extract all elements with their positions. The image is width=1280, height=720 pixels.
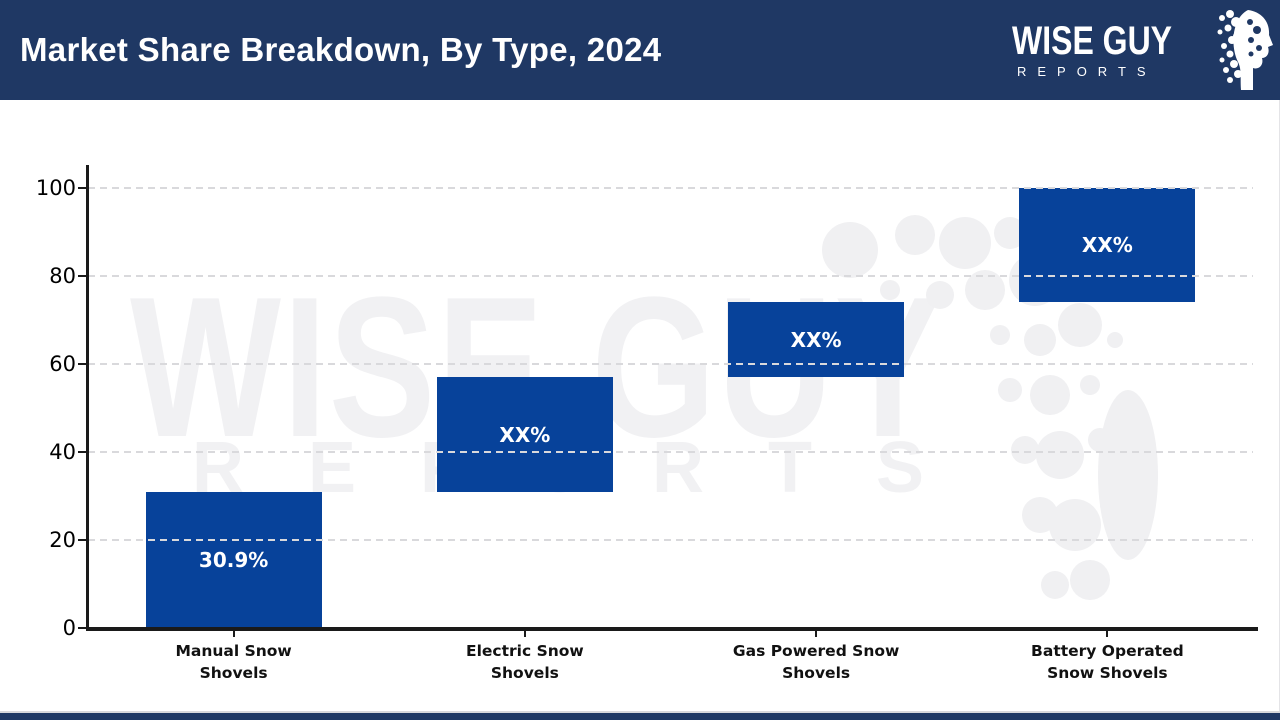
gridline-60 [88,363,1253,365]
y-tick-label-80: 80 [49,264,76,288]
wiseguy-logo: WISE GUY REPORTS [1012,6,1274,94]
logo-wordmark: WISE GUY [1011,19,1172,63]
page-title: Market Share Breakdown, By Type, 2024 [20,31,662,68]
x-category-label-3: Battery Operated Snow Shovels [957,641,1257,684]
x-tick-0 [232,630,235,637]
gridline-80 [88,275,1253,277]
y-tick-label-60: 60 [49,352,76,376]
x-category-label-line: Manual Snow [175,642,292,660]
gridline-40 [88,451,1253,453]
bar-value-label: XX% [1081,233,1133,258]
footer-divider [0,711,1280,713]
x-category-label-2: Gas Powered Snow Shovels [666,641,966,684]
x-tick-2 [815,630,818,637]
y-tick-label-100: 100 [35,176,76,200]
bar-value-label: XX% [790,327,842,352]
y-tick-40 [78,451,87,453]
logo-text: WISE GUY REPORTS [1012,21,1212,79]
x-axis-line [86,627,1258,631]
bar-1: XX% [436,377,613,493]
x-category-label-line: Electric Snow [466,642,584,660]
y-tick-0 [78,627,87,629]
bar-0: 30.9% [145,492,322,628]
x-category-label-line: Shovels [782,663,851,682]
x-category-label-line: Battery Operated [1031,642,1184,660]
x-tick-3 [1106,630,1109,637]
logo-subtext: REPORTS [1016,64,1157,79]
bar-value-label: 30.9% [198,548,269,572]
y-tick-20 [78,539,87,541]
y-tick-label-40: 40 [49,440,76,464]
bar-3: XX% [1019,188,1196,303]
x-tick-1 [523,630,526,637]
gridline-100 [88,187,1253,189]
y-tick-label-0: 0 [62,616,76,640]
x-category-label-1: Electric Snow Shovels [375,641,675,684]
x-category-label-line: Shovels [490,663,559,682]
x-category-label-line: Snow Shovels [1047,663,1168,682]
bar-value-label: XX% [499,422,551,447]
y-tick-label-20: 20 [49,528,76,552]
x-category-label-line: Gas Powered Snow [732,642,900,660]
logo-head-icon [1217,10,1273,90]
y-tick-100 [78,187,87,189]
footer-bar [0,713,1280,720]
bar-2: XX% [728,302,905,378]
y-tick-80 [78,275,87,277]
x-category-label-line: Shovels [199,663,268,682]
x-category-label-0: Manual Snow Shovels [84,641,384,684]
y-axis-line [86,165,89,630]
gridline-20 [88,539,1253,541]
y-tick-60 [78,363,87,365]
header-banner: Market Share Breakdown, By Type, 2024 WI… [0,0,1280,100]
